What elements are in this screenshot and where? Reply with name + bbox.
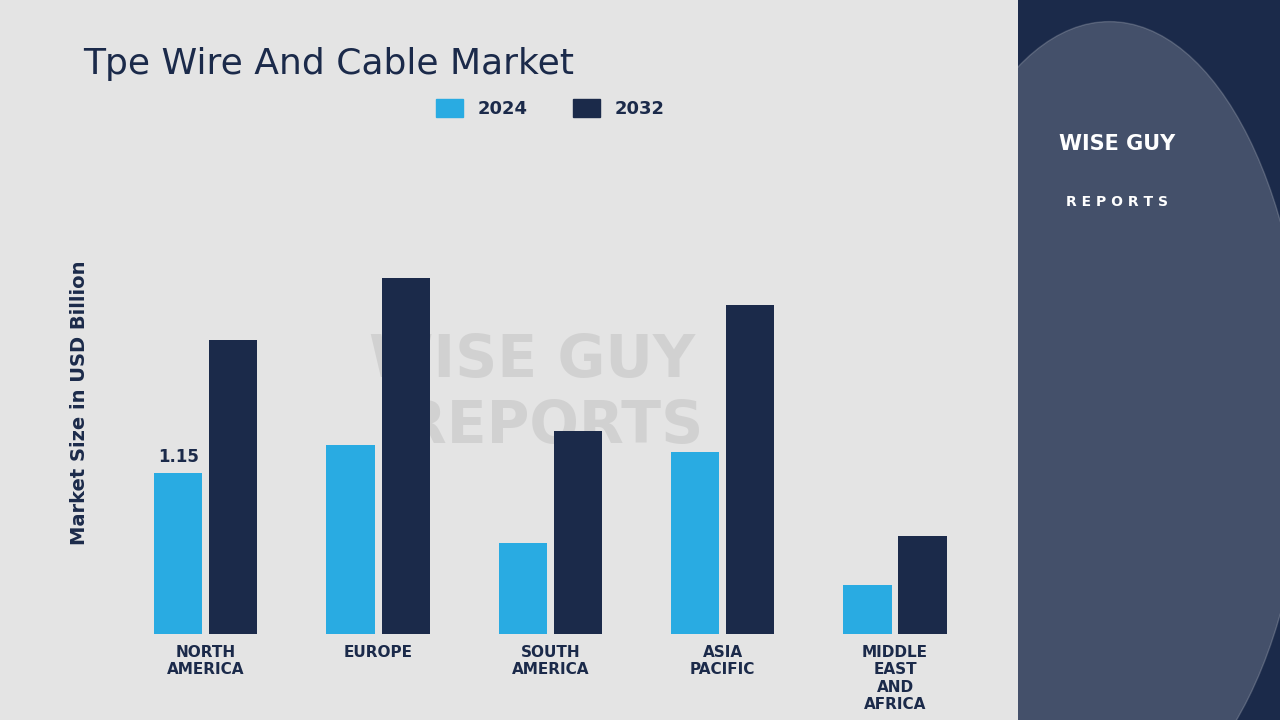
- Bar: [844, 585, 892, 634]
- Bar: [726, 305, 774, 634]
- Bar: [209, 341, 257, 634]
- Text: R E P O R T S: R E P O R T S: [1066, 194, 1169, 209]
- Bar: [899, 536, 947, 634]
- Ellipse shape: [913, 22, 1280, 720]
- Text: WISE GUY
  REPORTS: WISE GUY REPORTS: [361, 333, 704, 456]
- Y-axis label: Market Size in USD Billion: Market Size in USD Billion: [69, 261, 88, 546]
- Bar: [499, 543, 547, 634]
- Bar: [326, 445, 375, 634]
- Text: Tpe Wire And Cable Market: Tpe Wire And Cable Market: [83, 47, 575, 81]
- Bar: [381, 277, 430, 634]
- Text: WISE GUY: WISE GUY: [1059, 134, 1175, 154]
- Bar: [554, 431, 602, 634]
- Text: 1.15: 1.15: [157, 448, 198, 466]
- Bar: [671, 452, 719, 634]
- Legend: 2024, 2032: 2024, 2032: [428, 90, 673, 127]
- Bar: [154, 473, 202, 634]
